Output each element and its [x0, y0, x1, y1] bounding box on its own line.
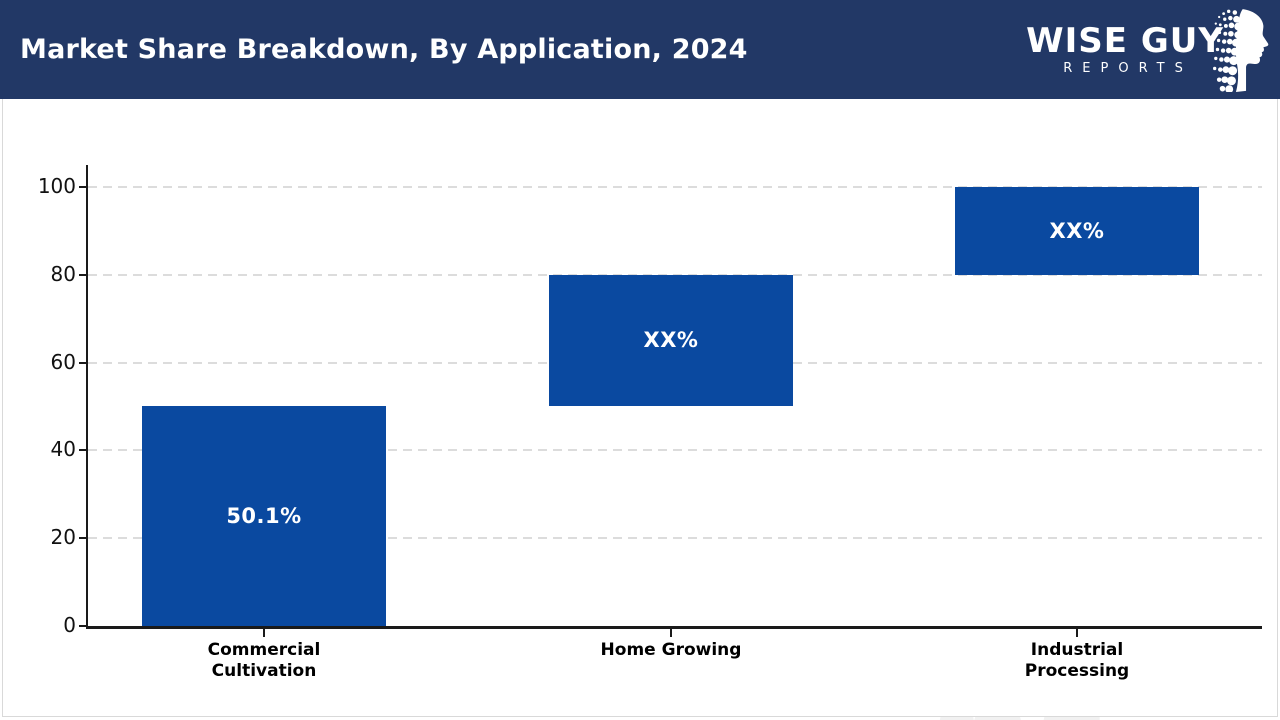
bar-value-label: XX% [1049, 219, 1105, 244]
y-axis-line [86, 165, 88, 628]
x-axis-line [86, 626, 1262, 629]
x-tick-mark [1076, 629, 1078, 637]
y-tick-label: 40 [50, 437, 76, 462]
x-category-label-line: Industrial [1030, 640, 1124, 660]
y-tick-mark [79, 537, 88, 540]
y-tick-mark [79, 273, 88, 276]
bar-1: 50.1% [142, 406, 386, 626]
logo-subtitle: REPORTS [1063, 61, 1193, 76]
y-tick-label: 20 [50, 525, 76, 550]
x-tick-mark [670, 629, 672, 637]
x-category-label-line: Commercial [207, 640, 321, 660]
y-tick-label: 100 [37, 174, 76, 198]
chart-title: Market Share Breakdown, By Application, … [20, 34, 748, 65]
x-category-label-line: Processing [1024, 661, 1130, 681]
y-tick-mark [79, 625, 88, 627]
header: Market Share Breakdown, By Application, … [0, 0, 1280, 99]
x-category-label: Commercial Cultivation [114, 640, 414, 682]
gridline-20 [88, 537, 1262, 540]
x-category-label-line: Cultivation [211, 661, 317, 681]
y-tick-label: 60 [50, 349, 76, 374]
wiseguy-logo: WISE GUY REPORTS [1026, 4, 1272, 96]
y-tick-label: 80 [50, 261, 76, 286]
gridline-100 [88, 186, 1262, 188]
y-tick-label: 0 [63, 613, 76, 637]
bar-2: XX% [549, 274, 793, 407]
y-tick-mark [79, 449, 88, 452]
x-tick-mark [263, 629, 265, 637]
y-tick-mark [79, 186, 88, 188]
bar-value-label: XX% [643, 328, 699, 353]
bar-value-label: 50.1% [226, 504, 302, 529]
x-category-label: Home Growing [521, 640, 821, 661]
gridline-40 [88, 449, 1262, 452]
x-category-label: Industrial Processing [927, 640, 1227, 682]
logo-text: WISE GUY REPORTS [1026, 24, 1224, 76]
x-category-label-line: Home Growing [600, 640, 742, 660]
y-tick-mark [79, 361, 88, 364]
logo-wordmark: WISE GUY [1026, 21, 1224, 61]
bar-3: XX% [955, 187, 1199, 275]
